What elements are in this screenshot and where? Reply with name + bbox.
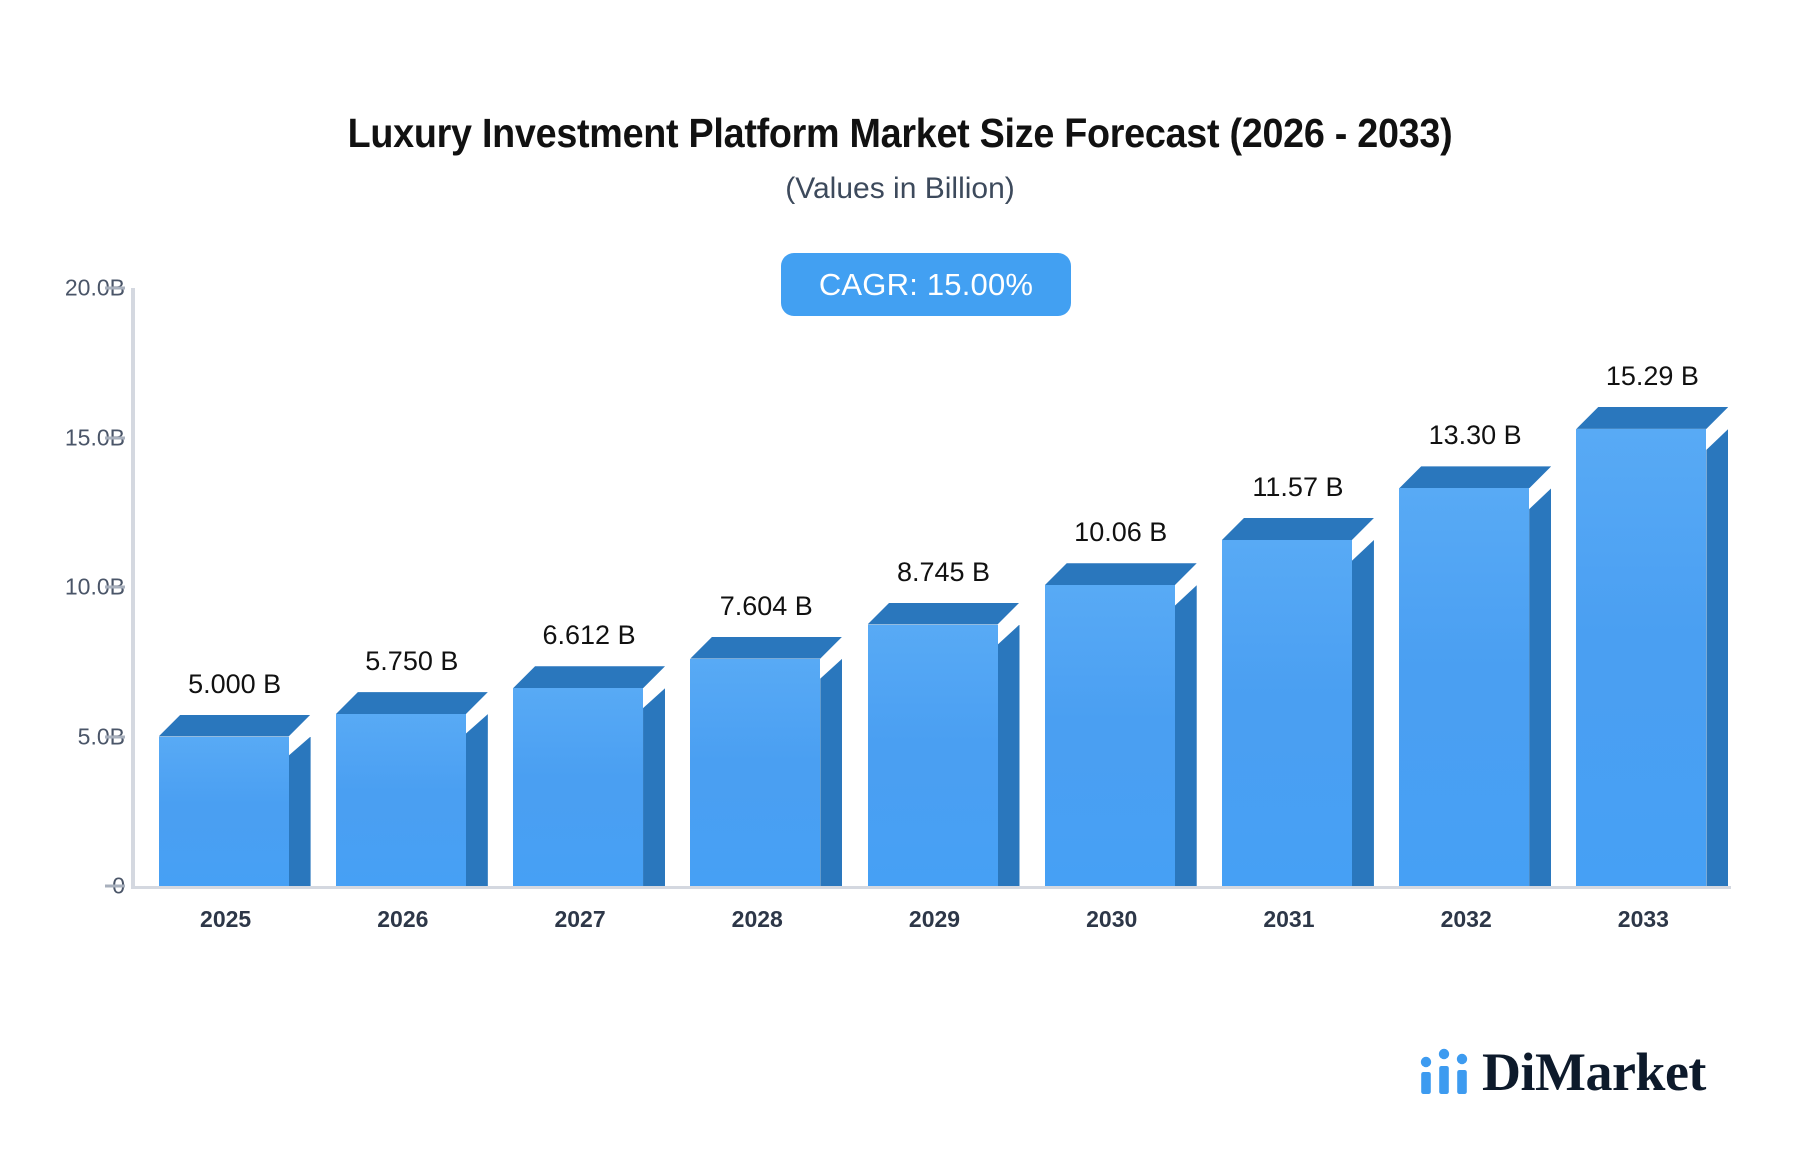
bar-value-label: 15.29 B <box>1605 360 1699 391</box>
bar-front-face <box>1221 540 1352 886</box>
y-axis-tick-mark <box>105 585 125 589</box>
cagr-badge-label: CAGR: 15.00% <box>818 266 1034 302</box>
bar-side-face <box>1529 488 1552 886</box>
bar-side-face <box>820 658 843 886</box>
bar-value-label: 13.30 B <box>1428 420 1522 451</box>
bar-value-label: 6.612 B <box>542 620 636 651</box>
y-axis-tick-mark <box>105 735 125 738</box>
bar-top-face <box>1399 466 1552 489</box>
bar-2027[interactable] <box>513 666 666 886</box>
bar-top-face <box>513 666 666 689</box>
brand-logo-text: DiMarket <box>1482 1042 1706 1102</box>
bar-value-label: 11.57 B <box>1252 472 1344 503</box>
x-axis-tick-label: 2027 <box>554 906 606 932</box>
bar-value-label: 5.000 B <box>188 668 282 699</box>
bar-front-face <box>690 658 821 886</box>
y-axis-tick-mark <box>105 436 125 439</box>
x-axis-tick-label: 2033 <box>1617 906 1669 932</box>
bar-2025[interactable] <box>158 714 311 886</box>
x-axis-tick-label: 2026 <box>377 906 429 932</box>
bar-2028[interactable] <box>690 636 843 886</box>
bar-side-face <box>288 736 311 886</box>
bar-front-face <box>158 736 289 886</box>
bar-side-face <box>1706 428 1729 886</box>
bar-top-face <box>335 692 488 715</box>
bar-side-face <box>643 688 666 886</box>
bar-top-face <box>158 714 311 737</box>
brand-logo: DiMarket <box>1418 1045 1706 1099</box>
bar-value-label: 7.604 B <box>719 590 813 621</box>
bar-front-face <box>867 624 998 886</box>
bar-side-face <box>1351 540 1374 886</box>
bar-top-face <box>1576 406 1729 429</box>
y-axis-line <box>131 288 135 888</box>
bar-2033[interactable] <box>1576 406 1729 886</box>
bar-value-label: 8.745 B <box>896 556 991 587</box>
bar-chart-dots-icon <box>1418 1046 1470 1098</box>
bar-2026[interactable] <box>335 692 488 886</box>
bar-top-face <box>690 636 843 659</box>
y-axis-tick-mark <box>105 884 125 888</box>
x-axis-tick-label: 2028 <box>731 906 783 932</box>
bar-front-face <box>1399 488 1530 886</box>
bar-side-face <box>997 624 1020 886</box>
bar-2030[interactable] <box>1044 563 1197 886</box>
bar-side-face <box>1174 585 1197 886</box>
bar-top-face <box>1221 518 1374 541</box>
bar-front-face <box>1044 585 1175 886</box>
chart-subtitle: (Values in Billion) <box>785 172 1015 205</box>
bar-value-label: 5.750 B <box>365 646 459 677</box>
x-axis-tick-label: 2029 <box>908 906 961 932</box>
bar-front-face <box>513 688 644 886</box>
cagr-badge: CAGR: 15.00% <box>781 253 1071 316</box>
bar-2032[interactable] <box>1399 466 1552 886</box>
bar-2031[interactable] <box>1221 518 1374 886</box>
x-axis-tick-label: 2031 <box>1263 906 1315 932</box>
bar-front-face <box>335 714 466 886</box>
bar-value-label: 10.06 B <box>1074 517 1168 548</box>
y-axis-tick-mark <box>105 286 125 290</box>
x-axis-line <box>131 886 1731 889</box>
bar-top-face <box>867 602 1020 625</box>
x-axis-tick-label: 2025 <box>200 906 252 932</box>
x-axis-tick-label: 2030 <box>1086 906 1138 932</box>
x-axis-tick-label: 2032 <box>1440 906 1492 932</box>
bar-top-face <box>1044 563 1197 586</box>
bar-front-face <box>1576 428 1707 886</box>
chart-title: Luxury Investment Platform Market Size F… <box>347 110 1453 156</box>
bar-2029[interactable] <box>867 602 1020 886</box>
bar-side-face <box>465 714 488 886</box>
